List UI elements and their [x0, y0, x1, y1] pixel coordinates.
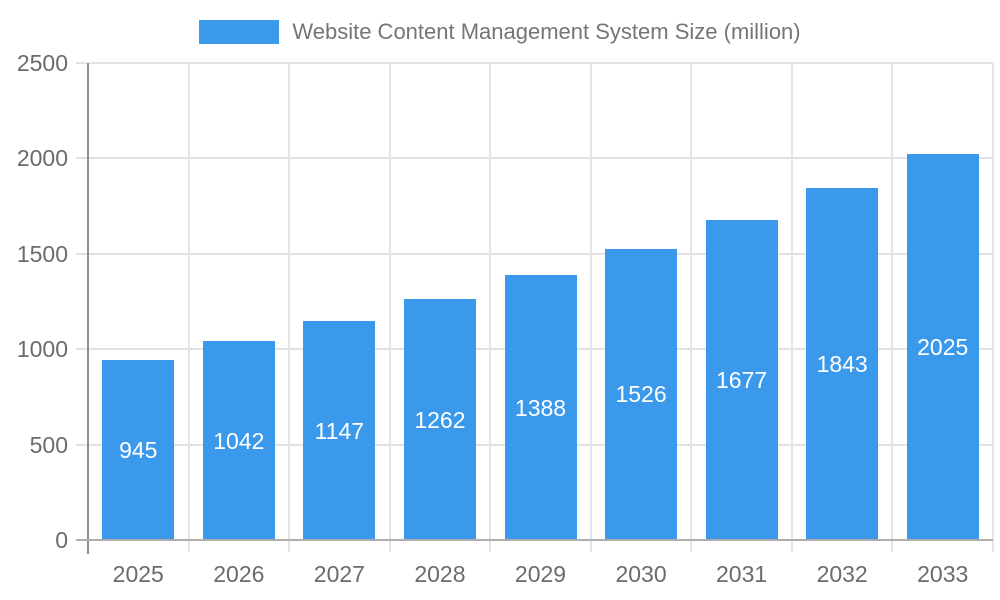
x-tick-label: 2027 [313, 561, 365, 587]
y-tick-label: 1500 [16, 240, 68, 267]
x-gridline [589, 63, 592, 552]
y-tick-label: 500 [29, 431, 68, 458]
bar[interactable] [403, 299, 476, 540]
x-tick-label: 2025 [112, 561, 164, 587]
x-gridline [790, 63, 793, 552]
x-tick-label: 2026 [213, 561, 265, 587]
y-axis-line [87, 63, 89, 554]
x-axis-line [76, 539, 993, 541]
y-tick-label: 1000 [16, 336, 68, 363]
bar[interactable] [102, 359, 175, 540]
bar[interactable] [504, 275, 577, 540]
bar-value-label: 1262 [414, 406, 466, 433]
bar-value-label: 1677 [716, 367, 768, 393]
bar[interactable] [303, 321, 376, 540]
x-tick-label: 2030 [615, 561, 667, 587]
bar[interactable] [906, 153, 979, 540]
y-gridline [76, 252, 993, 255]
bar-value-label: 1042 [213, 427, 265, 454]
y-gridline [76, 157, 993, 160]
chart-legend[interactable]: Website Content Management System Size (… [0, 16, 1000, 48]
x-tick-label: 2032 [816, 561, 868, 587]
x-gridline [891, 63, 894, 552]
bar-value-label: 1526 [615, 381, 667, 408]
bar[interactable] [202, 341, 275, 540]
bar-value-label: 1388 [514, 394, 567, 421]
legend-label: Website Content Management System Size (… [292, 19, 801, 44]
bar-value-label: 2025 [917, 333, 969, 360]
legend-swatch [199, 20, 280, 44]
x-tick-label: 2033 [917, 561, 969, 587]
y-gridline [76, 62, 993, 64]
x-gridline [388, 63, 391, 552]
x-tick-label: 2028 [414, 561, 466, 587]
bar[interactable] [806, 188, 879, 540]
x-gridline [489, 63, 492, 552]
y-tick-label: 2000 [16, 145, 68, 172]
y-tick-label: 2500 [16, 50, 68, 76]
x-gridline [992, 63, 994, 552]
bar[interactable] [705, 220, 778, 540]
x-gridline [690, 63, 693, 552]
y-tick-label: 0 [55, 527, 68, 553]
bar-value-label: 1147 [314, 417, 365, 444]
x-tick-label: 2029 [514, 561, 567, 587]
bar-value-label: 945 [119, 436, 158, 463]
bar-value-label: 1843 [816, 351, 868, 378]
x-gridline [288, 63, 291, 552]
x-tick-label: 2031 [716, 561, 768, 587]
x-gridline [187, 63, 190, 552]
bar[interactable] [605, 248, 678, 540]
